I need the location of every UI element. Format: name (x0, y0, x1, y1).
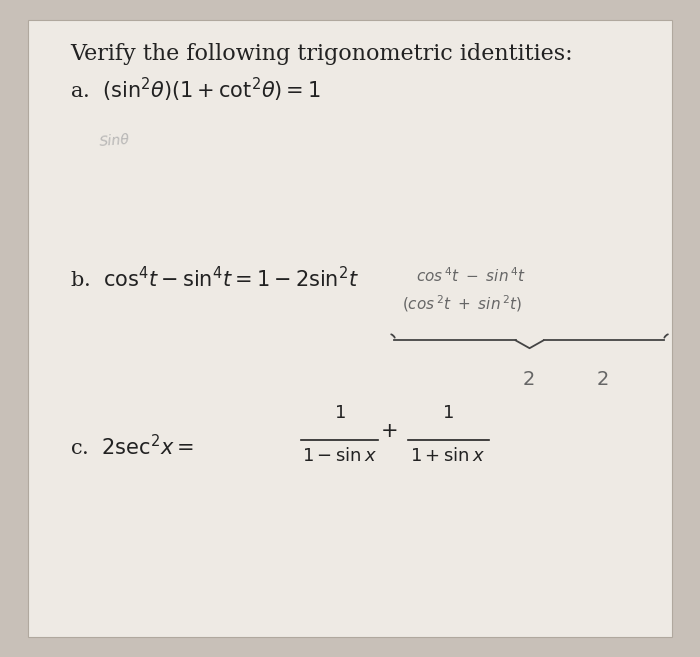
Text: $1$: $1$ (442, 404, 454, 422)
Text: Verify the following trigonometric identities:: Verify the following trigonometric ident… (70, 43, 573, 64)
Text: $2$: $2$ (596, 371, 608, 389)
Text: b.  $\cos^4\!t - \sin^4\!t = 1-2\sin^2\!t$: b. $\cos^4\!t - \sin^4\!t = 1-2\sin^2\!t… (70, 266, 359, 291)
Text: $Sin\theta$: $Sin\theta$ (98, 131, 131, 148)
Text: $cos^{\,4}t\ -\ sin^{\,4}t$: $cos^{\,4}t\ -\ sin^{\,4}t$ (416, 266, 526, 284)
FancyBboxPatch shape (28, 20, 672, 637)
Text: c.  $2\sec^2\!x =$: c. $2\sec^2\!x =$ (70, 434, 194, 459)
Text: $1+\sin x$: $1+\sin x$ (410, 447, 486, 464)
Text: a.  $(\sin^2\!\theta)(1+\cot^2\!\theta)=1$: a. $(\sin^2\!\theta)(1+\cot^2\!\theta)=1… (70, 76, 321, 104)
Text: $(cos^{\,2}t\ +\ sin^{\,2}t)$: $(cos^{\,2}t\ +\ sin^{\,2}t)$ (402, 294, 522, 315)
Text: $2$: $2$ (522, 371, 535, 389)
Text: $1-\sin x$: $1-\sin x$ (302, 447, 377, 464)
Text: $1$: $1$ (334, 404, 345, 422)
Text: $+$: $+$ (380, 422, 397, 441)
